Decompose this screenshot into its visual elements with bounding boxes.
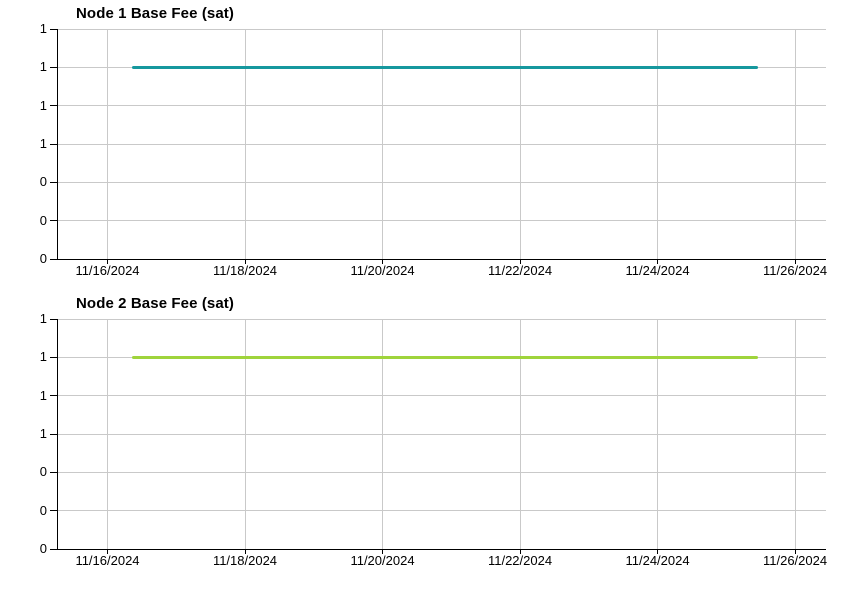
- y-tick-mark: [50, 258, 57, 260]
- gridline-vertical: [657, 29, 659, 259]
- y-tick-mark: [50, 66, 57, 68]
- y-tick-mark: [50, 395, 57, 397]
- x-tick-label: 11/24/2024: [625, 263, 690, 278]
- gridline-vertical: [519, 319, 521, 549]
- x-tick-label: 11/24/2024: [625, 553, 690, 568]
- y-tick-label: 0: [39, 541, 47, 556]
- y-tick-mark: [50, 220, 57, 222]
- chart-node1-base-fee: Node 1 Base Fee (sat) 1 1 1 1 0 0 0 11/16/2024 1…: [0, 0, 860, 290]
- x-tick-label: 11/18/2024: [212, 553, 278, 568]
- x-tick-mark: [794, 550, 796, 554]
- series-line: [131, 65, 758, 69]
- gridline-vertical: [794, 29, 796, 259]
- y-tick-label: 1: [39, 97, 47, 113]
- y-tick-label: 1: [39, 426, 47, 441]
- series-line: [131, 355, 758, 359]
- gridline-horizontal: [58, 143, 826, 145]
- plot-area-node1: 1 1 1 1 0 0 0 11/16/2024 11/18/2024 11/20/2024 11/…: [40, 21, 827, 278]
- y-tick-mark: [50, 318, 57, 320]
- x-tick-label: 11/20/2024: [350, 263, 415, 278]
- x-tick-mark: [382, 550, 384, 554]
- y-tick-mark: [50, 181, 57, 183]
- x-tick-label: 11/22/2024: [487, 553, 553, 568]
- y-tick-mark: [50, 433, 57, 435]
- gridline-horizontal: [58, 220, 826, 222]
- y-tick-label: 1: [39, 136, 47, 151]
- x-tick-label: 11/22/2024: [487, 263, 553, 278]
- y-tick-label: 0: [39, 464, 47, 480]
- gridline-horizontal: [58, 395, 826, 397]
- x-tick-label: 11/26/2024: [762, 553, 828, 568]
- y-tick-label: 1: [39, 59, 47, 75]
- y-tick-mark: [50, 356, 57, 358]
- y-tick-mark: [50, 28, 57, 30]
- gridline-horizontal: [58, 471, 826, 473]
- y-tick-label: 1: [39, 21, 47, 36]
- y-tick-label: 1: [39, 311, 47, 326]
- x-tick-mark: [519, 260, 521, 264]
- y-tick-label: 1: [39, 387, 47, 403]
- y-tick-mark: [50, 105, 57, 107]
- y-tick-mark: [50, 143, 57, 145]
- y-tick-label: 0: [39, 251, 47, 266]
- x-tick-mark: [657, 550, 659, 554]
- gridline-vertical: [382, 29, 384, 259]
- gridline-vertical: [519, 29, 521, 259]
- gridline-vertical: [382, 319, 384, 549]
- y-tick-mark: [50, 471, 57, 473]
- gridline-horizontal: [58, 28, 826, 30]
- gridline-horizontal: [58, 510, 826, 512]
- y-tick-label: 0: [39, 502, 47, 518]
- x-tick-mark: [382, 260, 384, 264]
- gridline-horizontal: [58, 318, 826, 320]
- x-tick-mark: [107, 550, 108, 554]
- gridline-horizontal: [58, 105, 826, 107]
- gridline-horizontal: [58, 181, 826, 183]
- y-tick-mark: [50, 548, 57, 550]
- x-tick-label: 11/26/2024: [762, 263, 828, 278]
- x-tick-label: 11/18/2024: [212, 263, 278, 278]
- gridline-vertical: [107, 29, 108, 259]
- x-tick-mark: [657, 260, 659, 264]
- x-tick-mark: [107, 260, 108, 264]
- x-tick-label: 11/16/2024: [75, 553, 140, 568]
- x-tick-label: 11/16/2024: [75, 263, 140, 278]
- x-tick-mark: [244, 550, 246, 554]
- y-tick-label: 1: [39, 349, 47, 365]
- gridline-vertical: [107, 319, 108, 549]
- x-tick-label: 11/20/2024: [350, 553, 415, 568]
- x-tick-mark: [519, 550, 521, 554]
- gridline-vertical: [794, 319, 796, 549]
- y-tick-label: 0: [39, 212, 47, 228]
- x-tick-mark: [244, 260, 246, 264]
- chart-title-node1: Node 1 Base Fee (sat): [76, 5, 234, 22]
- y-tick-label: 0: [39, 174, 47, 190]
- gridline-vertical: [657, 319, 659, 549]
- chart-node2-base-fee: Node 2 Base Fee (sat) 1 1 1 1 0 0 0 11/16/2024 1…: [0, 290, 860, 580]
- gridline-vertical: [244, 319, 246, 549]
- chart-title-node2: Node 2 Base Fee (sat): [76, 295, 234, 312]
- y-tick-mark: [50, 510, 57, 512]
- gridline-horizontal: [58, 433, 826, 435]
- plot-area-node2: 1 1 1 1 0 0 0 11/16/2024 11/18/2024 11/20/2024 11/…: [40, 311, 827, 568]
- gridline-vertical: [244, 29, 246, 259]
- x-tick-mark: [794, 260, 796, 264]
